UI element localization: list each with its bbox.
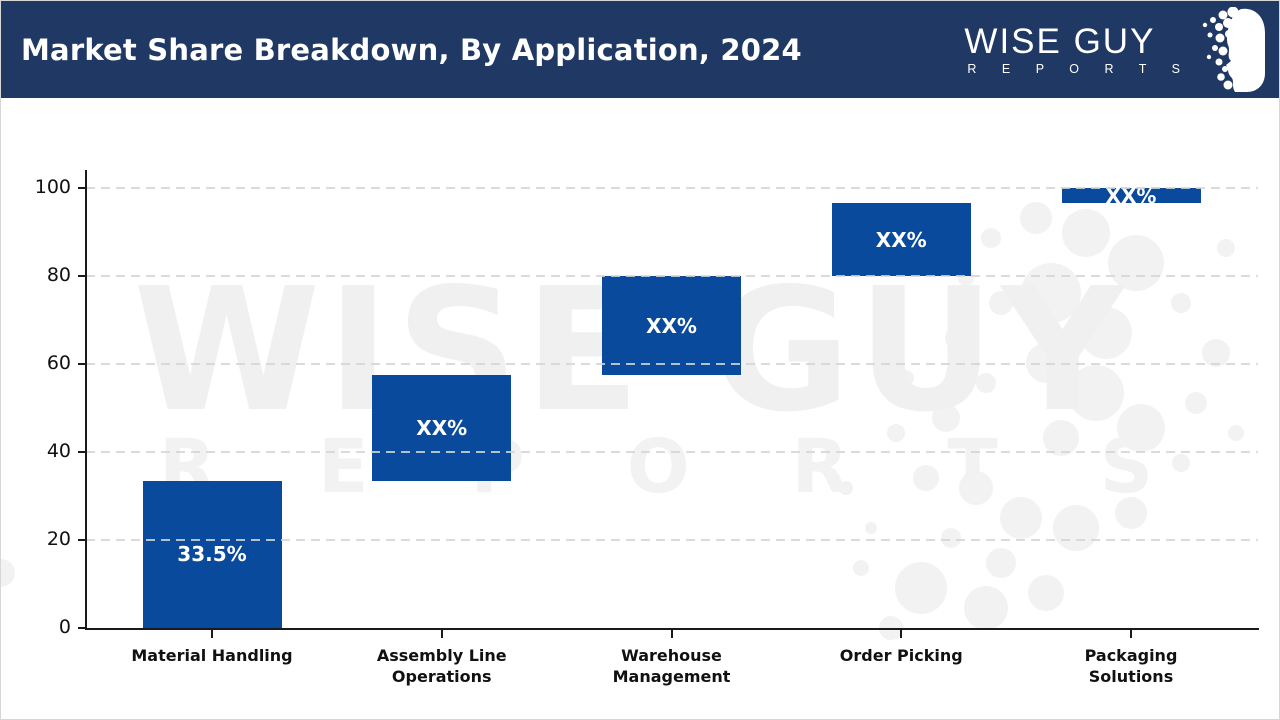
bar-value-label: XX% bbox=[646, 313, 697, 338]
y-tick-label-80: 80 bbox=[46, 264, 71, 286]
x-tick-mark-2 bbox=[670, 630, 673, 638]
y-tick-label-100: 100 bbox=[34, 176, 71, 198]
bar-material-handling[interactable]: 33.5% bbox=[142, 480, 282, 628]
y-tick-mark-0 bbox=[78, 627, 86, 629]
header-bar: Market Share Breakdown, By Application, … bbox=[1, 1, 1279, 98]
x-tick-mark-3 bbox=[900, 630, 903, 638]
y-tick-mark-40 bbox=[78, 451, 86, 453]
watermark-subtext: REPORTS bbox=[159, 424, 1256, 510]
x-tick-mark-4 bbox=[1130, 630, 1132, 638]
page-title: Market Share Breakdown, By Application, … bbox=[21, 32, 802, 67]
wise-guy-reports-logo: WISE GUY R E P O R T S bbox=[964, 6, 1267, 93]
y-tick-mark-100 bbox=[78, 187, 86, 189]
y-tick-mark-60 bbox=[78, 363, 86, 365]
chart-area: WISE GUY REPORTS 0 20 40 60 80 100 33.5% Materi… bbox=[1, 98, 1279, 698]
logo-text: WISE GUY R E P O R T S bbox=[964, 24, 1191, 76]
grid-line-100 bbox=[86, 187, 1258, 189]
logo-line1: WISE GUY bbox=[964, 21, 1156, 61]
y-tick-mark-20 bbox=[78, 539, 86, 541]
y-axis-line bbox=[85, 170, 87, 630]
x-category-label-1: Assembly Line Operations bbox=[376, 646, 507, 686]
grid-line-20 bbox=[86, 539, 1258, 541]
grid-line-80 bbox=[86, 275, 1258, 277]
bar-assembly-line-operations[interactable]: XX% bbox=[372, 375, 512, 481]
x-category-label-4: Packaging Solutions bbox=[1084, 646, 1178, 686]
watermark-dots-head-icon bbox=[1, 202, 1244, 640]
bar-order-picking[interactable]: XX% bbox=[831, 203, 971, 276]
grid-line-40 bbox=[86, 451, 1258, 453]
x-axis-line bbox=[85, 628, 1259, 630]
grid-line-60 bbox=[86, 363, 1258, 365]
y-tick-label-60: 60 bbox=[46, 352, 71, 374]
bar-value-label: XX% bbox=[875, 227, 927, 252]
y-tick-label-40: 40 bbox=[46, 440, 71, 462]
logo-head-profile-icon bbox=[1202, 6, 1265, 92]
bar-value-label: XX% bbox=[416, 415, 468, 440]
y-tick-label-20: 20 bbox=[46, 528, 71, 550]
x-tick-mark-0 bbox=[211, 630, 213, 638]
y-tick-label-0: 0 bbox=[58, 616, 71, 638]
bar-value-label: XX% bbox=[1105, 188, 1157, 204]
x-category-label-0: Material Handling bbox=[131, 646, 293, 665]
bar-warehouse-management[interactable]: XX% bbox=[602, 276, 741, 375]
x-category-label-2: Warehouse Management bbox=[612, 646, 731, 686]
bar-packaging-solutions[interactable]: XX% bbox=[1061, 188, 1201, 204]
y-tick-mark-80 bbox=[78, 275, 86, 277]
logo-line2: R E P O R T S bbox=[967, 61, 1191, 76]
x-tick-mark-1 bbox=[440, 630, 443, 638]
bar-value-label: 33.5% bbox=[177, 542, 247, 567]
x-category-label-3: Order Picking bbox=[839, 646, 963, 665]
